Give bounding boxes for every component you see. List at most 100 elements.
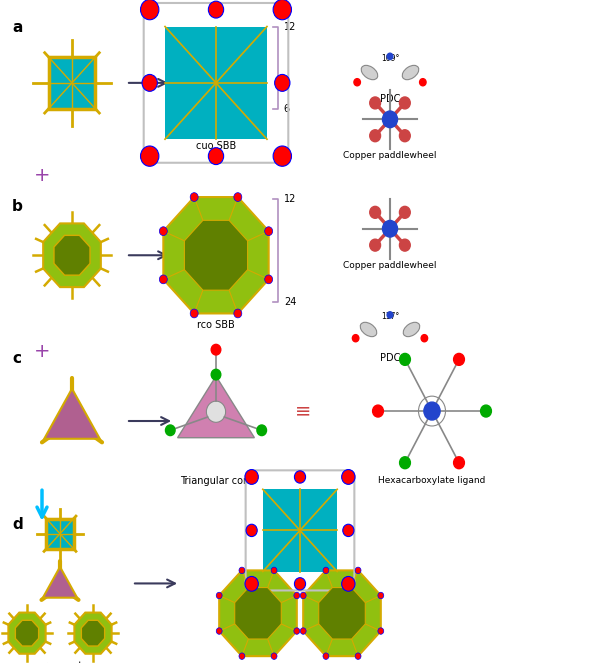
Polygon shape (43, 567, 77, 598)
Circle shape (421, 335, 428, 342)
Circle shape (166, 425, 175, 436)
Circle shape (206, 401, 226, 422)
Text: b: b (12, 199, 23, 214)
Circle shape (245, 469, 259, 485)
Circle shape (300, 628, 306, 634)
Text: Copper paddlewheel: Copper paddlewheel (343, 261, 437, 270)
Text: d: d (12, 517, 23, 532)
Circle shape (300, 592, 306, 599)
Circle shape (160, 227, 167, 235)
Polygon shape (235, 587, 281, 639)
Circle shape (294, 592, 300, 599)
Circle shape (400, 239, 410, 251)
Circle shape (354, 79, 361, 86)
Circle shape (352, 335, 359, 342)
Circle shape (383, 111, 398, 127)
Text: uru-a net: uru-a net (37, 661, 83, 663)
Text: PDC: PDC (380, 94, 400, 105)
Circle shape (370, 206, 380, 218)
Text: 109°: 109° (381, 54, 399, 63)
Circle shape (370, 97, 380, 109)
Circle shape (160, 275, 167, 284)
Text: +: + (34, 342, 50, 361)
Polygon shape (44, 389, 100, 439)
Polygon shape (54, 235, 90, 275)
Circle shape (140, 0, 159, 20)
Ellipse shape (402, 66, 419, 80)
Circle shape (400, 353, 410, 365)
Polygon shape (165, 27, 267, 139)
Ellipse shape (403, 322, 420, 337)
Polygon shape (49, 57, 95, 109)
Circle shape (142, 74, 157, 91)
Circle shape (190, 193, 198, 202)
Circle shape (454, 353, 464, 365)
Circle shape (481, 405, 491, 417)
Polygon shape (82, 621, 104, 646)
Circle shape (190, 309, 198, 318)
Circle shape (265, 275, 272, 284)
Circle shape (373, 405, 383, 417)
Circle shape (343, 524, 354, 536)
Text: 24: 24 (284, 296, 296, 307)
Circle shape (370, 130, 380, 142)
Text: 12: 12 (284, 194, 296, 204)
Circle shape (323, 567, 329, 573)
Circle shape (400, 97, 410, 109)
Text: a: a (12, 20, 22, 35)
Text: Hexacarboxylate ligand: Hexacarboxylate ligand (379, 476, 485, 485)
Circle shape (295, 577, 305, 590)
Circle shape (378, 628, 384, 634)
Text: Copper paddlewheel: Copper paddlewheel (343, 151, 437, 160)
Polygon shape (46, 518, 74, 549)
Circle shape (271, 653, 277, 660)
Polygon shape (219, 570, 297, 656)
Polygon shape (43, 223, 101, 287)
Circle shape (246, 524, 257, 536)
Circle shape (355, 567, 361, 573)
Circle shape (245, 576, 259, 591)
Circle shape (265, 227, 272, 235)
Circle shape (234, 309, 242, 318)
Circle shape (211, 344, 221, 355)
Text: ≡: ≡ (295, 402, 311, 420)
Text: Triangular core: Triangular core (179, 475, 253, 486)
Circle shape (211, 369, 221, 380)
Circle shape (378, 592, 384, 599)
Circle shape (355, 653, 361, 660)
Circle shape (400, 206, 410, 218)
Polygon shape (184, 220, 248, 290)
Circle shape (208, 1, 224, 18)
Polygon shape (163, 197, 269, 314)
Circle shape (257, 425, 266, 436)
Circle shape (383, 220, 398, 237)
Circle shape (400, 130, 410, 142)
Circle shape (208, 148, 224, 164)
Circle shape (271, 567, 277, 573)
Polygon shape (74, 613, 112, 654)
Circle shape (387, 53, 393, 60)
Polygon shape (8, 613, 46, 654)
Circle shape (216, 628, 222, 634)
Polygon shape (303, 570, 381, 656)
Circle shape (239, 653, 245, 660)
Circle shape (341, 469, 355, 485)
Polygon shape (319, 587, 365, 639)
Circle shape (454, 457, 464, 469)
Circle shape (400, 457, 410, 469)
Text: cuo SBB: cuo SBB (196, 141, 236, 151)
Circle shape (275, 74, 290, 91)
Circle shape (294, 628, 300, 634)
Ellipse shape (360, 322, 377, 337)
Circle shape (424, 402, 440, 420)
Circle shape (419, 79, 426, 86)
Circle shape (140, 146, 159, 166)
Text: +: + (34, 166, 50, 185)
Text: 6: 6 (284, 104, 290, 115)
Ellipse shape (361, 66, 378, 80)
Circle shape (239, 567, 245, 573)
Circle shape (234, 193, 242, 202)
Text: 117°: 117° (381, 312, 399, 322)
Circle shape (341, 576, 355, 591)
Circle shape (273, 0, 292, 20)
